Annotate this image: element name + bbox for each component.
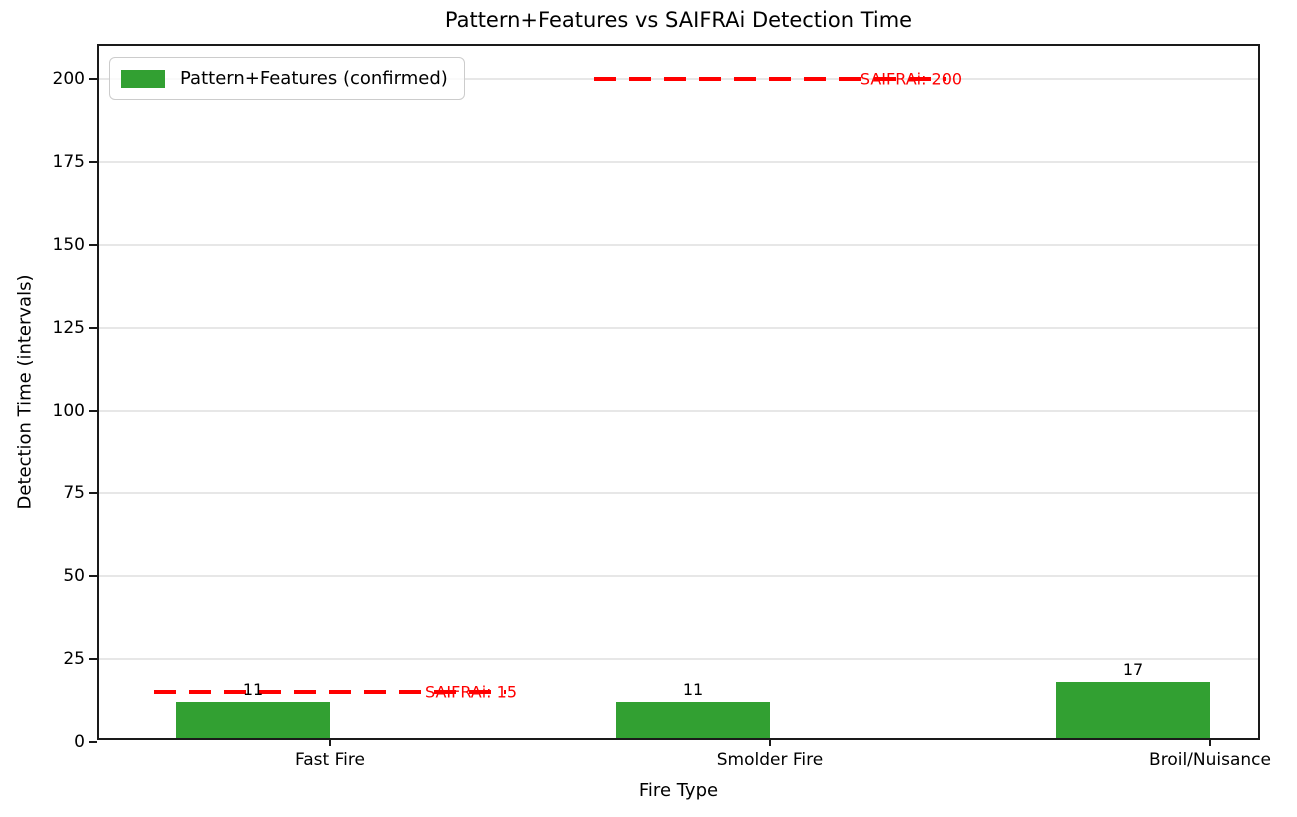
x-tick-mark xyxy=(1209,738,1211,746)
y-tick-mark xyxy=(89,409,97,412)
y-tick-label: 0 xyxy=(74,732,85,752)
y-tick-mark xyxy=(89,161,97,163)
y-tick-label: 200 xyxy=(52,69,85,90)
reference-line-label-1: SAIFRAi: 200 xyxy=(859,69,963,89)
reference-line-0 xyxy=(154,690,506,695)
bar-value-label-2: 17 xyxy=(1122,659,1144,679)
y-tick-label: 100 xyxy=(52,400,85,421)
bar-1 xyxy=(616,701,770,738)
gridline-y-100 xyxy=(99,409,1258,412)
y-tick-mark xyxy=(89,575,97,578)
y-tick-label: 50 xyxy=(63,566,85,587)
legend: Pattern+Features (confirmed) xyxy=(109,57,465,100)
y-tick-mark xyxy=(89,326,97,329)
x-tick-label-0: Fast Fire xyxy=(295,750,365,770)
chart-title: Pattern+Features vs SAIFRAi Detection Ti… xyxy=(444,8,913,32)
y-axis-label: Detection Time (intervals) xyxy=(14,274,36,510)
x-tick-label-2: Broil/Nuisance xyxy=(1149,750,1271,770)
x-axis-label: Fire Type xyxy=(638,780,719,801)
gridline-y-150 xyxy=(99,243,1258,246)
plot-area: Pattern+Features (confirmed) 0 25 50 75 100 1… xyxy=(53,44,1271,770)
reference-line-label-0: SAIFRAi: 15 xyxy=(424,682,518,702)
reference-line-1 xyxy=(594,77,946,82)
y-tick-mark xyxy=(89,78,97,81)
x-tick-label-1: Smolder Fire xyxy=(716,750,824,770)
y-tick-label: 75 xyxy=(63,483,85,504)
y-tick-mark xyxy=(89,741,97,743)
bar-value-label-0: 11 xyxy=(242,679,264,699)
y-tick-label: 125 xyxy=(52,317,85,338)
bar-2 xyxy=(1056,681,1210,738)
y-tick-label: 175 xyxy=(52,152,85,172)
gridline-y-75 xyxy=(99,492,1258,495)
y-tick-mark xyxy=(89,243,97,246)
legend-swatch-green xyxy=(121,69,165,88)
gridline-y-175 xyxy=(99,161,1258,163)
x-tick-mark xyxy=(329,738,331,746)
bar-0 xyxy=(176,701,330,738)
bar-value-label-1: 11 xyxy=(682,679,704,699)
y-tick-mark xyxy=(89,658,97,661)
y-tick-label: 150 xyxy=(52,234,85,255)
y-tick-mark xyxy=(89,492,97,495)
gridline-y-50 xyxy=(99,575,1258,578)
gridline-y-125 xyxy=(99,326,1258,329)
gridline-y-25 xyxy=(99,658,1258,661)
x-tick-mark xyxy=(769,738,771,746)
legend-label: Pattern+Features (confirmed) xyxy=(180,68,448,89)
y-tick-label: 25 xyxy=(63,649,85,670)
